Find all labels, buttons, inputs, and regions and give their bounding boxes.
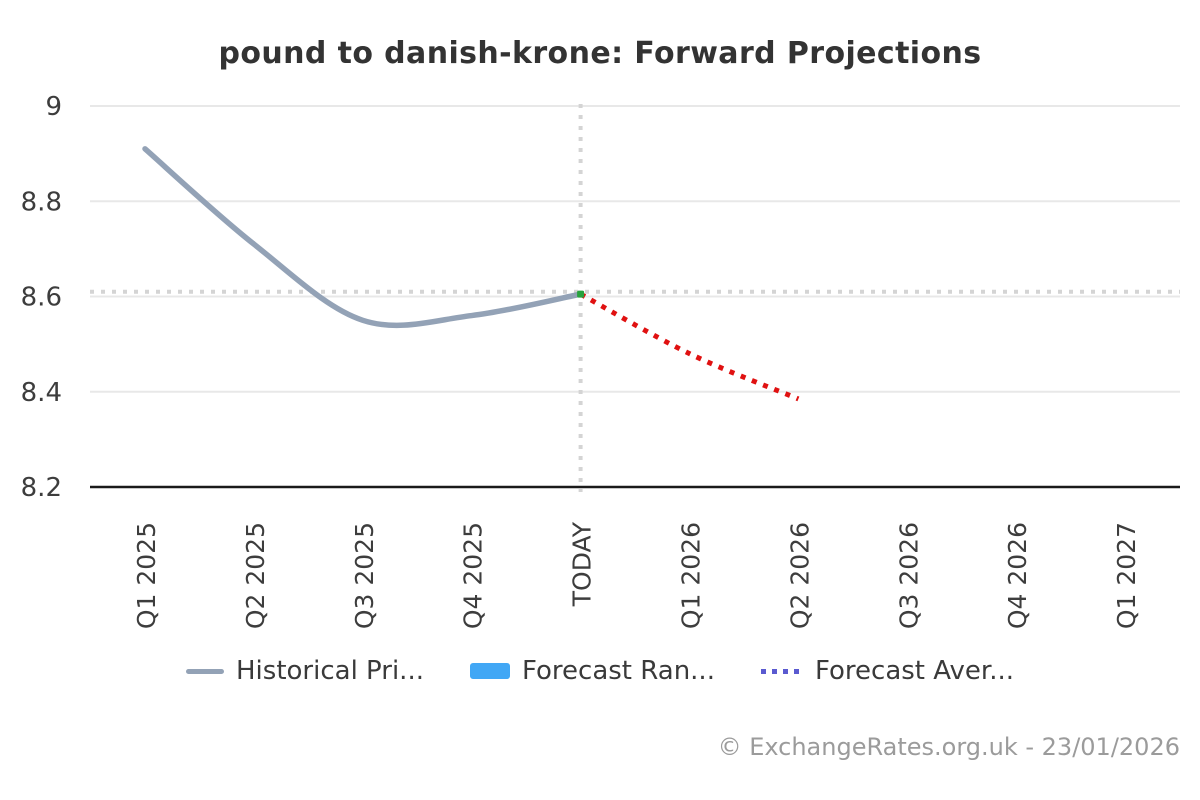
legend-label: Historical Pri... — [236, 656, 424, 686]
y-axis-label: 8.8 — [21, 187, 62, 217]
forecast-average-line — [579, 291, 800, 402]
x-axis-label: Q2 2026 — [785, 522, 814, 629]
x-axis-label: Q4 2025 — [459, 522, 488, 629]
legend-label: Forecast Ran... — [521, 656, 715, 686]
forecast-range-swatch-icon — [469, 663, 510, 679]
legend-item-forecast-average[interactable]: Forecast Aver... — [760, 656, 1014, 686]
x-axis-label: Q3 2026 — [894, 522, 923, 629]
historical-line-swatch-icon — [186, 668, 224, 674]
x-axis-label: Q1 2027 — [1112, 522, 1141, 629]
x-axis-label: Q2 2025 — [241, 522, 270, 629]
legend-item-historical-price[interactable]: Historical Pri... — [186, 656, 424, 686]
y-axis-label: 8.2 — [21, 473, 62, 503]
forecast-average-swatch-icon — [760, 668, 803, 674]
x-axis-label: Q1 2025 — [132, 522, 161, 629]
x-axis-label: Q3 2025 — [350, 522, 379, 629]
y-axis-label: 8.4 — [21, 378, 62, 408]
chart-title: pound to danish-krone: Forward Projectio… — [218, 36, 982, 71]
today-marker — [577, 290, 585, 298]
watermark: © ExchangeRates.org.uk - 23/01/2026 — [717, 733, 1180, 761]
x-axis-label: Q1 2026 — [677, 522, 706, 629]
y-axis-label: 8.6 — [21, 283, 62, 313]
x-axis-label: TODAY — [568, 521, 597, 607]
historical-line — [142, 146, 584, 329]
x-axis-label: Q4 2026 — [1003, 522, 1032, 629]
legend-label: Forecast Aver... — [814, 656, 1014, 686]
y-axis-label: 9 — [45, 92, 62, 122]
legend-item-forecast-range[interactable]: Forecast Ran... — [469, 656, 715, 686]
chart-legend: Historical Pri... Forecast Ran... Foreca… — [0, 656, 1200, 686]
